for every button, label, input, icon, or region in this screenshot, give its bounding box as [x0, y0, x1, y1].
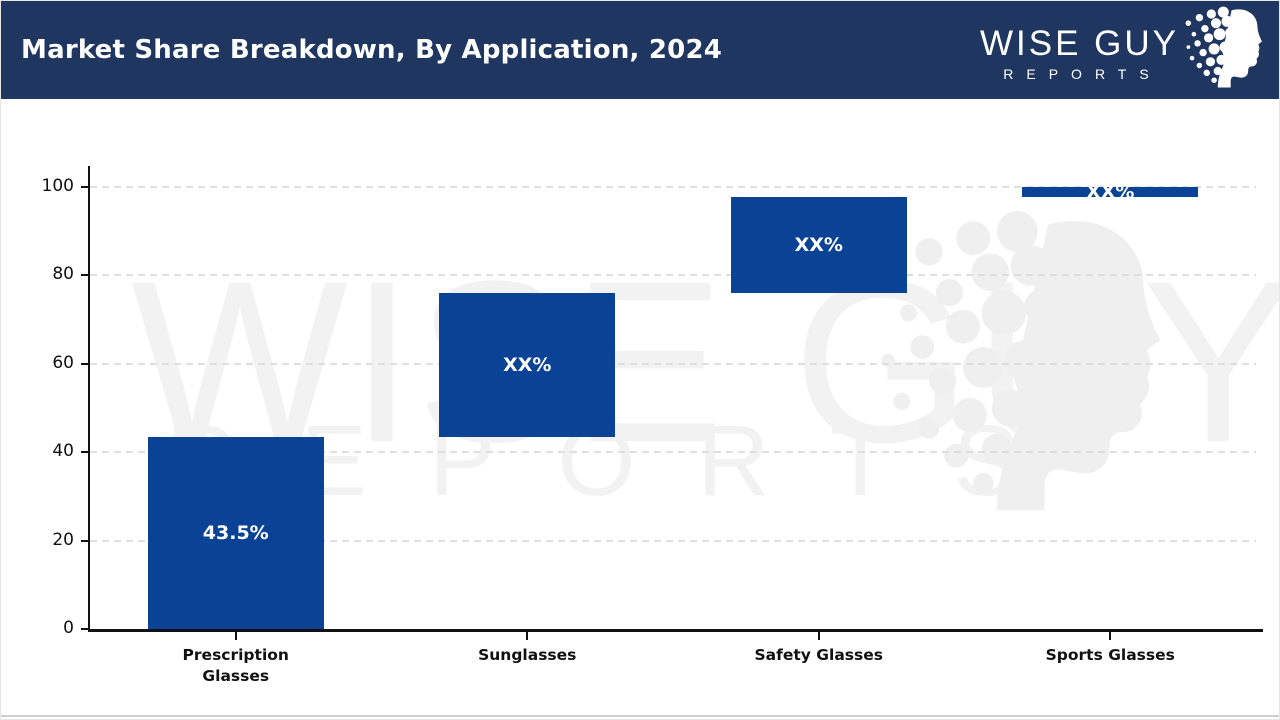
y-tick-label: 100: [41, 176, 74, 196]
x-category-label: Sunglasses: [478, 646, 577, 664]
bottom-divider: [1, 715, 1279, 717]
x-tick-mark: [1109, 632, 1112, 640]
y-tick-mark: [81, 274, 90, 277]
y-tick-label: 60: [52, 352, 74, 373]
y-tick-label: 80: [52, 264, 74, 285]
y-gridline: [90, 274, 1256, 277]
y-tick-mark: [81, 186, 90, 188]
y-axis-line: [88, 166, 90, 631]
y-tick-mark: [81, 628, 90, 630]
waterfall-bar: [439, 293, 616, 437]
page-title: Market Share Breakdown, By Application, …: [21, 35, 723, 65]
y-gridline: [90, 451, 1256, 454]
x-category-label: Prescription Glasses: [182, 646, 289, 685]
y-tick-mark: [81, 539, 90, 542]
y-tick-label: 20: [52, 529, 74, 550]
bar-value-label: XX%: [794, 234, 843, 257]
chart-area: WISE GUY REPORTS 0 20 40 60 80 100 43.5% Prescr…: [1, 99, 1279, 719]
logo-name: WISE GUY: [979, 24, 1179, 63]
wise-guy-logo: WISE GUY REPORTS: [980, 5, 1273, 95]
watermark-head-icon: [861, 209, 1201, 524]
logo-sub: REPORTS: [1003, 66, 1162, 82]
bar-value-label: XX%: [1086, 181, 1135, 204]
x-category-label: Safety Glasses: [754, 646, 883, 664]
waterfall-bar: [1022, 187, 1199, 198]
y-gridline: [90, 539, 1256, 542]
y-tick-label: 0: [63, 618, 74, 638]
y-tick-mark: [81, 451, 90, 454]
waterfall-bar: [730, 197, 907, 294]
y-gridline: [90, 186, 1256, 188]
y-gridline: [90, 362, 1256, 365]
y-tick-label: 40: [52, 441, 74, 462]
bar-value-label: XX%: [503, 353, 552, 376]
head-profile-icon: [1181, 6, 1273, 95]
y-tick-mark: [81, 362, 90, 365]
x-axis-line: [88, 629, 1263, 632]
header-bar: Market Share Breakdown, By Application, …: [1, 1, 1279, 99]
x-tick-mark: [526, 632, 529, 640]
x-tick-mark: [817, 632, 820, 640]
x-category-label: Sports Glasses: [1045, 646, 1175, 664]
bar-value-label: 43.5%: [202, 521, 269, 544]
waterfall-bar: [147, 436, 324, 629]
x-tick-mark: [234, 632, 237, 640]
